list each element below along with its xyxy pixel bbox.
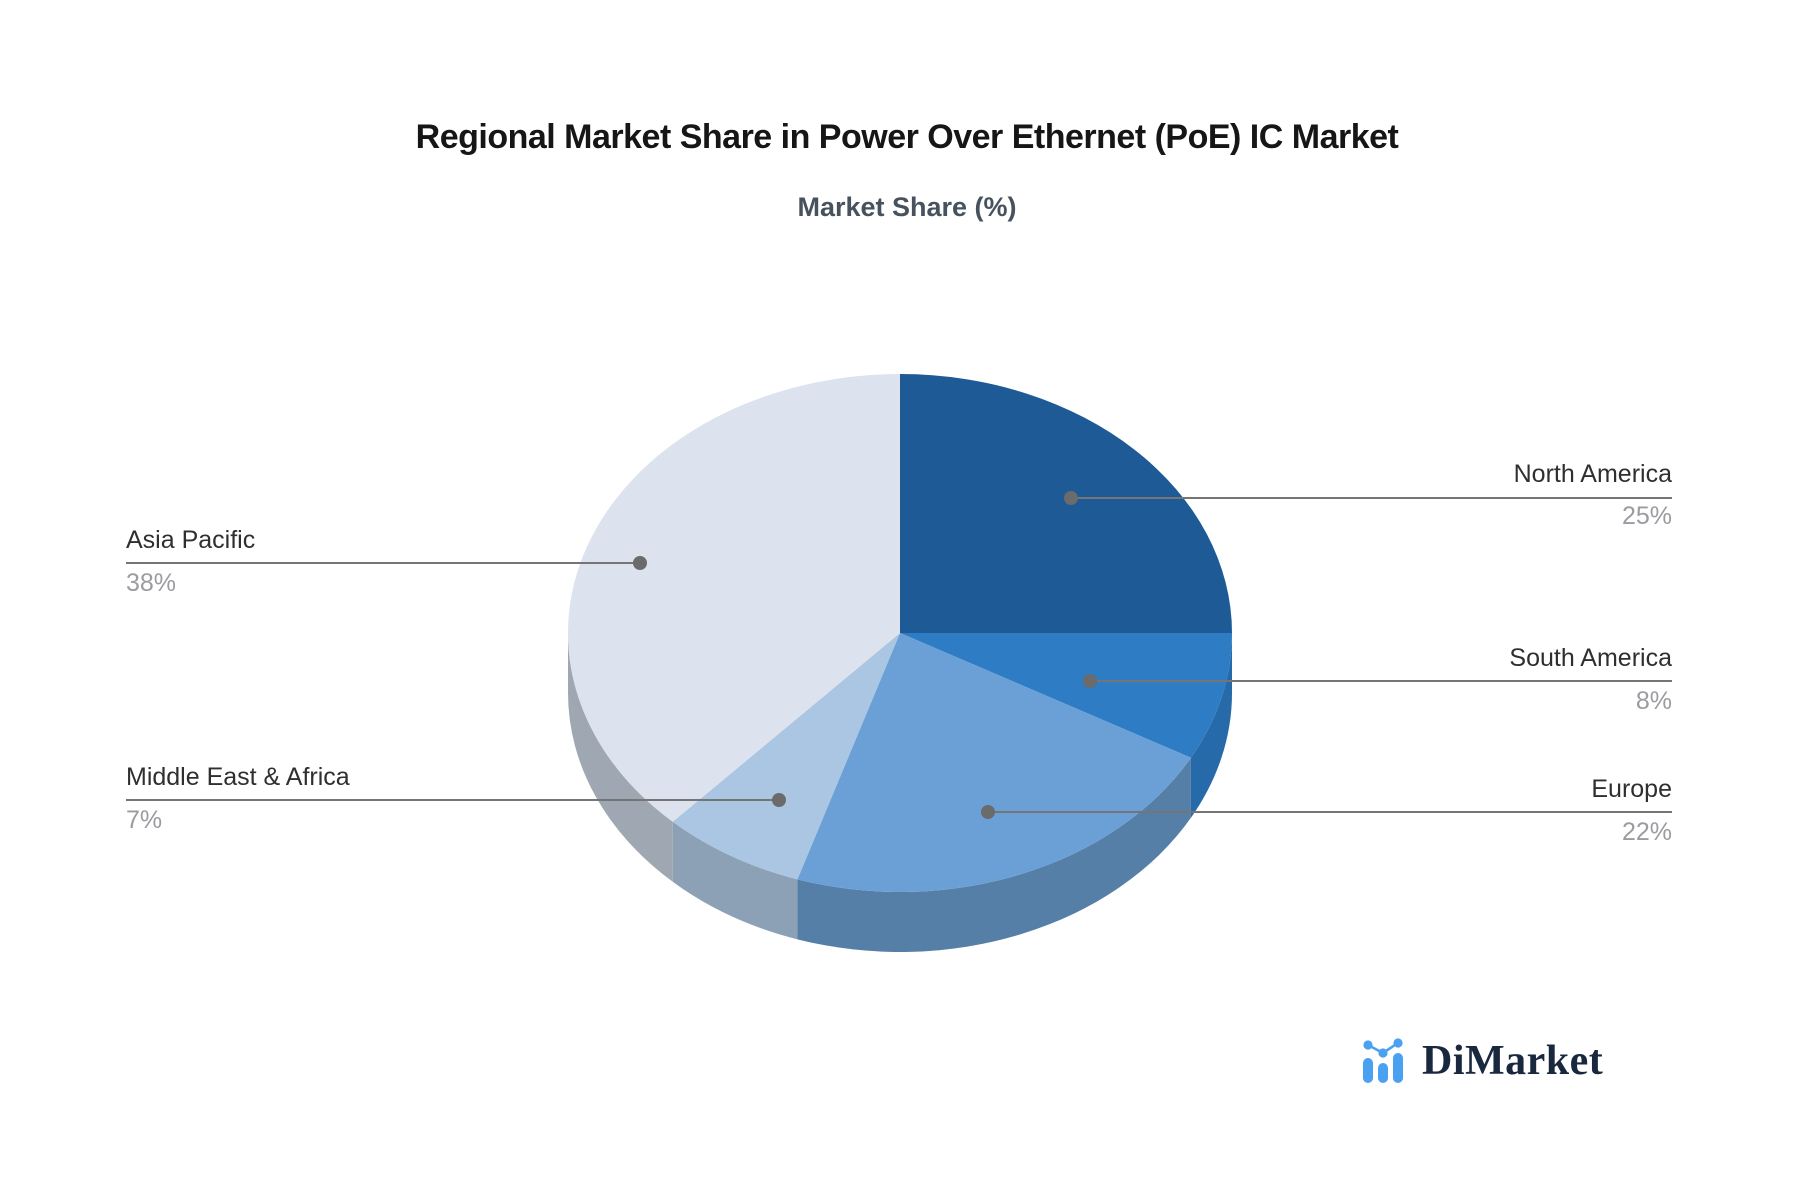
pie-slice-asia-pacific[interactable]: [568, 374, 900, 822]
callout-dot-asia-pacific: [633, 556, 647, 570]
pie-slice-side-europe: [797, 757, 1191, 952]
callout-label-europe: Europe: [1591, 775, 1672, 803]
callout-label-middle-east-africa: Middle East & Africa: [126, 763, 350, 791]
pie-slice-side-south-america: [1190, 633, 1232, 818]
callout-dot-middle-east-africa: [772, 793, 786, 807]
pie-slice-side-middle-east-africa: [672, 821, 798, 940]
callout-label-north-america: North America: [1513, 460, 1672, 488]
callout-dot-south-america: [1083, 674, 1097, 688]
chart-title: Regional Market Share in Power Over Ethe…: [415, 118, 1399, 156]
callout-dot-europe: [981, 805, 995, 819]
callout-label-asia-pacific: Asia Pacific: [126, 526, 256, 554]
pie-slice-middle-east-africa[interactable]: [672, 633, 900, 880]
callout-value-asia-pacific: 38%: [126, 569, 177, 597]
pie-slice-south-america[interactable]: [900, 633, 1232, 758]
callout-value-middle-east-africa: 7%: [126, 806, 163, 834]
pie-slice-north-america[interactable]: [900, 374, 1232, 633]
callout-label-south-america: South America: [1509, 644, 1672, 672]
callout-value-europe: 22%: [1621, 818, 1672, 846]
callout-value-north-america: 25%: [1621, 502, 1672, 530]
callout-value-south-america: 8%: [1635, 687, 1672, 715]
pie-slice-europe[interactable]: [797, 633, 1191, 893]
brand-logo: DiMarket: [1362, 1038, 1603, 1084]
bar-line-chart-icon: [1363, 1038, 1403, 1083]
pie-slice-side-asia-pacific: [568, 633, 673, 882]
chart-subtitle: Market Share (%): [797, 192, 1017, 222]
callout-dot-north-america: [1064, 491, 1078, 505]
brand-name: DiMarket: [1422, 1038, 1604, 1084]
